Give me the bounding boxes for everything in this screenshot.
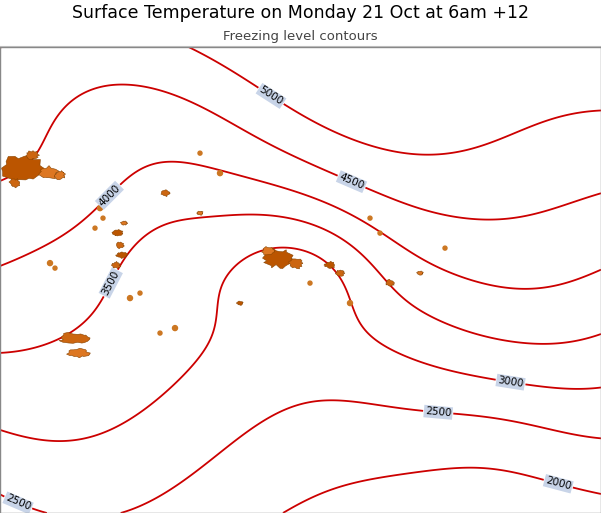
Polygon shape bbox=[197, 211, 203, 215]
Polygon shape bbox=[289, 259, 303, 269]
Text: 3000: 3000 bbox=[497, 375, 524, 389]
Circle shape bbox=[198, 151, 202, 155]
Circle shape bbox=[101, 216, 105, 220]
Circle shape bbox=[158, 331, 162, 335]
Polygon shape bbox=[117, 242, 124, 249]
Text: 5000: 5000 bbox=[257, 85, 285, 107]
Polygon shape bbox=[67, 348, 90, 358]
Polygon shape bbox=[262, 247, 275, 255]
Polygon shape bbox=[236, 301, 243, 305]
Circle shape bbox=[378, 231, 382, 235]
Polygon shape bbox=[120, 221, 127, 225]
Text: 2000: 2000 bbox=[545, 476, 572, 492]
Circle shape bbox=[308, 281, 312, 285]
Polygon shape bbox=[38, 166, 59, 179]
Text: Surface Temperature on Monday 21 Oct at 6am +12: Surface Temperature on Monday 21 Oct at … bbox=[72, 4, 529, 22]
Circle shape bbox=[218, 171, 222, 175]
Text: 4500: 4500 bbox=[338, 172, 365, 191]
Circle shape bbox=[53, 266, 57, 270]
Text: 4000: 4000 bbox=[97, 183, 122, 208]
Text: Freezing level contours: Freezing level contours bbox=[223, 30, 378, 43]
Polygon shape bbox=[161, 190, 170, 196]
Polygon shape bbox=[263, 248, 295, 268]
Circle shape bbox=[368, 216, 372, 220]
Circle shape bbox=[347, 301, 353, 306]
Polygon shape bbox=[115, 252, 128, 259]
Circle shape bbox=[443, 246, 447, 250]
Text: 3500: 3500 bbox=[100, 269, 121, 297]
Text: 2500: 2500 bbox=[425, 406, 452, 419]
Text: 2500: 2500 bbox=[4, 493, 32, 512]
Polygon shape bbox=[335, 270, 345, 276]
Polygon shape bbox=[386, 280, 394, 286]
Circle shape bbox=[47, 261, 52, 266]
Polygon shape bbox=[112, 230, 123, 236]
Polygon shape bbox=[59, 332, 90, 343]
Polygon shape bbox=[324, 261, 335, 268]
Polygon shape bbox=[2, 156, 44, 181]
Polygon shape bbox=[9, 179, 20, 188]
Circle shape bbox=[97, 206, 103, 211]
Polygon shape bbox=[111, 262, 121, 268]
Circle shape bbox=[138, 291, 142, 295]
Circle shape bbox=[172, 326, 177, 330]
Polygon shape bbox=[26, 151, 39, 160]
Polygon shape bbox=[54, 171, 66, 180]
Polygon shape bbox=[416, 271, 423, 275]
Circle shape bbox=[93, 226, 97, 230]
Circle shape bbox=[127, 295, 132, 301]
